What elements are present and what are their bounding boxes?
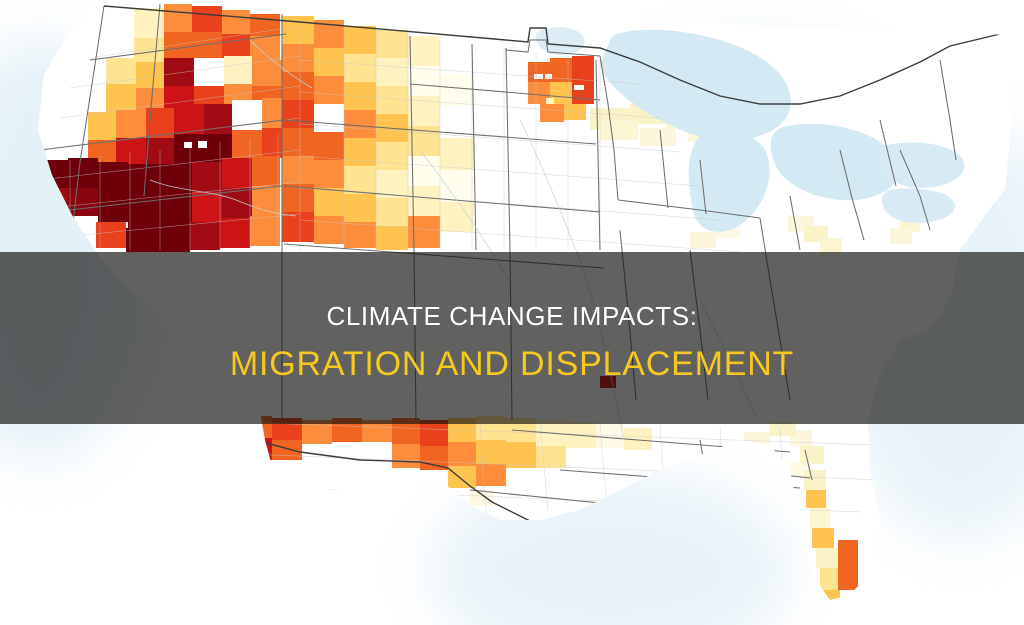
water-bodies: [535, 27, 965, 232]
title-overlay-band: CLIMATE CHANGE IMPACTS: MIGRATION AND DI…: [0, 252, 1024, 424]
county-patches: [38, 4, 920, 600]
title-line-primary: CLIMATE CHANGE IMPACTS:: [326, 301, 698, 332]
title-line-secondary: MIGRATION AND DISPLACEMENT: [229, 344, 795, 383]
county-borders: [38, 20, 901, 521]
